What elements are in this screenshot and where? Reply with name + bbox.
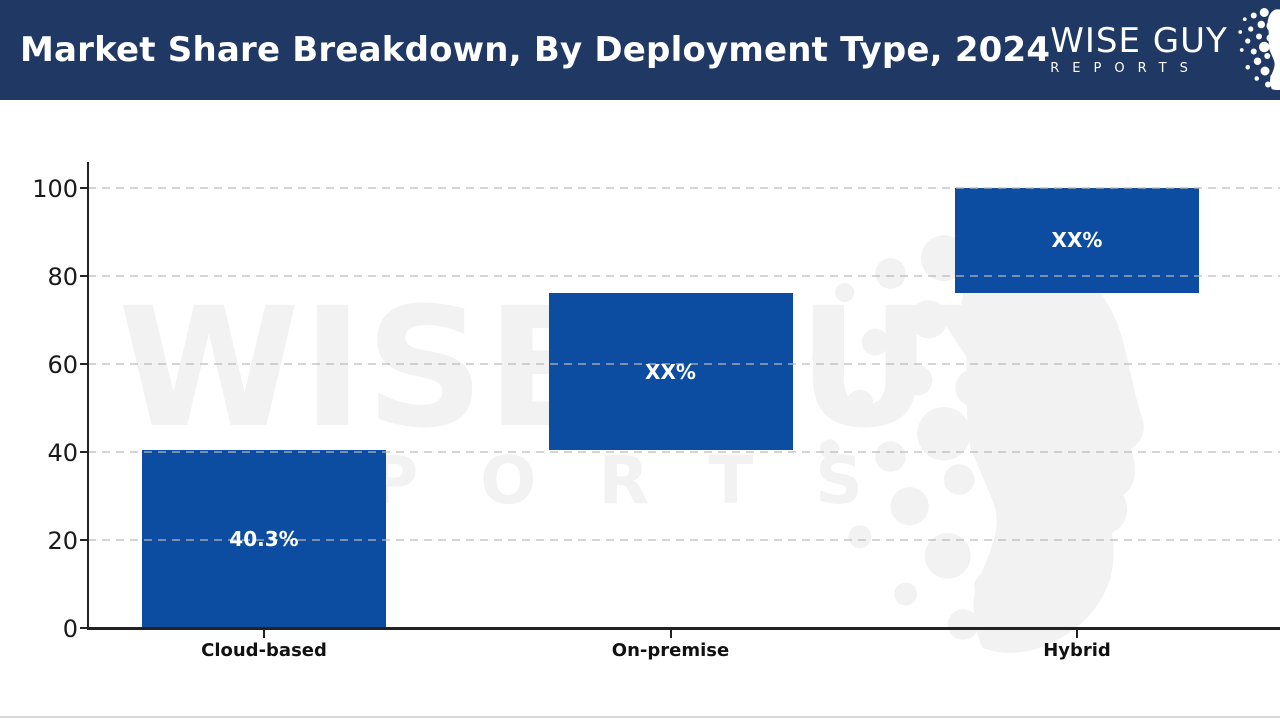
logo-head-icon <box>1238 8 1280 91</box>
y-tick-80 <box>80 274 88 277</box>
page-title: Market Share Breakdown, By Deployment Ty… <box>20 30 1051 70</box>
gridline-20 <box>88 538 1280 541</box>
y-axis-spine <box>87 162 89 629</box>
logo-text: WISE GUY REPORTS <box>1050 21 1228 76</box>
gridline-60 <box>88 362 1280 365</box>
y-tick-0 <box>80 626 88 629</box>
y-tick-40 <box>80 450 88 453</box>
x-tick-cloud-based <box>263 629 265 638</box>
bar-value-label-on-premise: XX% <box>645 359 696 384</box>
y-tick-label-40: 40 <box>47 438 78 467</box>
header-banner: Market Share Breakdown, By Deployment Ty… <box>0 0 1280 100</box>
x-tick-on-premise <box>669 629 672 638</box>
bottom-border <box>0 716 1280 718</box>
y-tick-label-80: 80 <box>47 262 78 291</box>
y-tick-60 <box>80 362 88 365</box>
gridline-40 <box>88 450 1280 453</box>
y-tick-20 <box>80 538 88 541</box>
x-axis-line <box>87 626 1280 630</box>
x-category-label-on-premise: On-premise <box>611 639 730 661</box>
y-tick-label-100: 100 <box>32 174 78 203</box>
x-category-label-cloud-based: Cloud-based <box>201 639 327 661</box>
chart-area: WISE GUY REPORTS 0 20 40 60 80 100 Cloud-based… <box>0 100 1280 720</box>
bar-value-label-cloud-based: 40.3% <box>229 526 299 551</box>
y-tick-label-0: 0 <box>62 614 78 643</box>
y-tick-100 <box>80 186 88 189</box>
logo-wordmark: WISE GUY <box>1050 21 1228 62</box>
x-category-label-hybrid: Hybrid <box>1043 639 1111 661</box>
y-tick-label-20: 20 <box>47 526 78 555</box>
logo-subtitle: REPORTS <box>1050 60 1201 76</box>
wise-guy-logo: WISE GUY REPORTS <box>1050 5 1280 95</box>
bar-value-label-hybrid: XX% <box>1051 228 1103 253</box>
gridline-100 <box>88 186 1280 189</box>
x-tick-hybrid <box>1076 629 1078 638</box>
y-tick-label-60: 60 <box>47 350 78 379</box>
gridline-80 <box>88 274 1280 277</box>
bar-on-premise <box>548 293 793 451</box>
